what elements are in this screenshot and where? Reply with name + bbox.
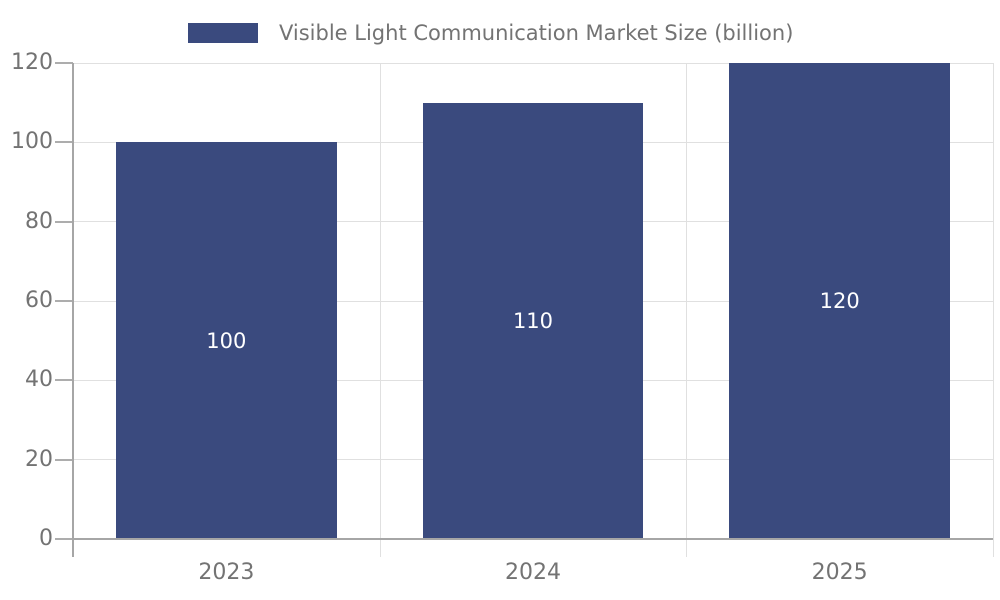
y-tick-mark	[55, 458, 73, 461]
bar-2023	[115, 142, 337, 539]
legend-swatch	[188, 23, 258, 43]
y-tick-label: 40	[25, 367, 53, 393]
y-tick-label: 20	[25, 446, 53, 472]
bar-value-label: 120	[819, 289, 860, 313]
y-tick-label: 0	[39, 526, 53, 551]
bar-2024	[422, 102, 644, 539]
gridline-vertical	[686, 63, 687, 557]
x-axis-line	[73, 538, 993, 540]
y-tick-label: 100	[11, 129, 53, 155]
x-tick-label: 2025	[811, 560, 868, 585]
bar-value-label: 100	[206, 328, 247, 353]
x-tick-label: 2024	[505, 560, 561, 585]
gridline-horizontal	[73, 62, 993, 64]
y-tick-label: 120	[11, 50, 53, 75]
y-tick-mark	[55, 379, 73, 382]
y-tick-mark	[55, 141, 73, 144]
x-tick-label: 2023	[198, 560, 255, 585]
bar-2025	[729, 63, 951, 539]
bar-value-label: 110	[512, 308, 554, 333]
gridline-vertical	[993, 63, 994, 557]
legend-label: Visible Light Communication Market Size …	[279, 21, 794, 45]
y-tick-mark	[55, 300, 73, 302]
y-tick-mark	[55, 220, 73, 223]
y-tick-mark	[55, 538, 73, 540]
gridline-vertical	[380, 63, 381, 557]
y-tick-label: 60	[25, 288, 53, 313]
y-tick-label: 80	[25, 208, 53, 234]
legend: Visible Light Communication Market Size …	[188, 21, 793, 45]
y-axis-line	[72, 63, 74, 557]
y-tick-mark	[55, 62, 73, 64]
